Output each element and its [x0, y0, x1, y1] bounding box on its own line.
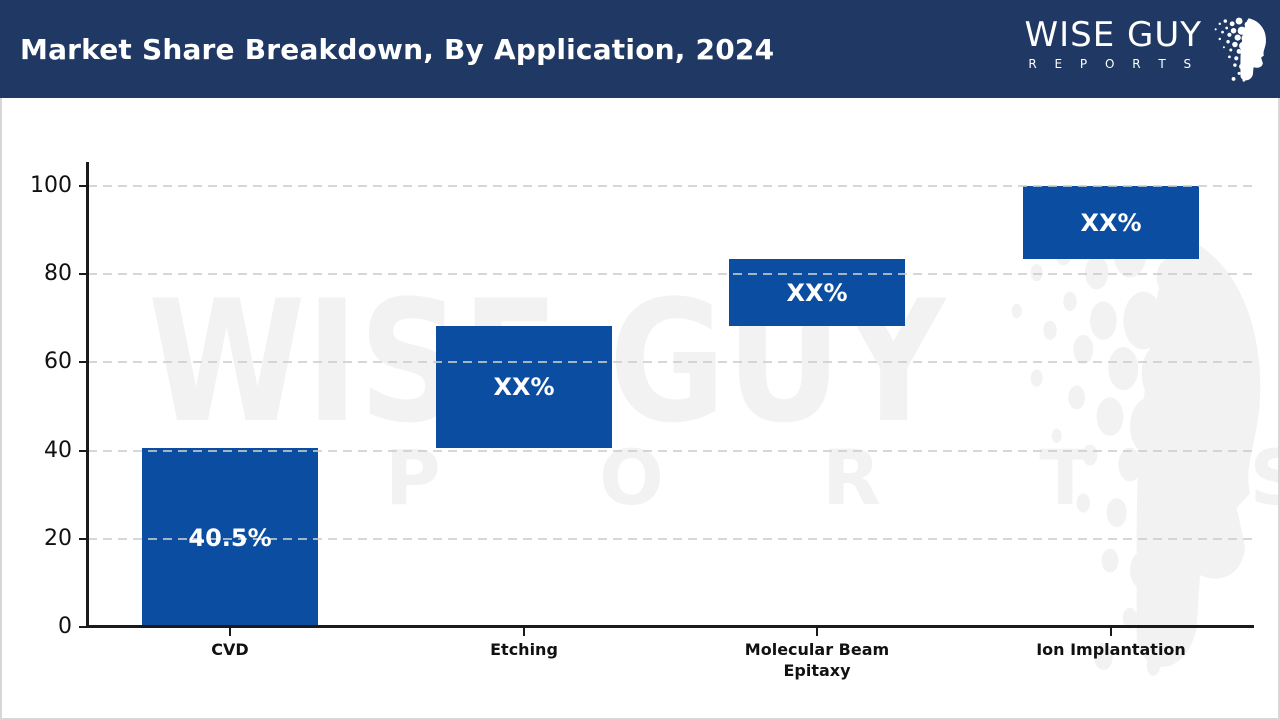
- y-tick-mark: [79, 185, 87, 187]
- bar-cvd: [142, 448, 318, 627]
- x-tick-mark: [229, 628, 231, 636]
- y-tick-label: 80: [44, 261, 72, 287]
- wise-guy-logo: WISE GUY R E P O R T S: [1002, 2, 1272, 96]
- y-tick-label: 20: [44, 525, 72, 551]
- bar-value-label: XX%: [493, 373, 555, 402]
- bar-molecular-beam-epitaxy: [729, 259, 905, 326]
- x-tick-mark: [523, 628, 525, 636]
- y-axis-line: [86, 162, 89, 628]
- bar-value-label: 40.5%: [188, 523, 272, 552]
- x-tick-label: Etching: [490, 640, 558, 659]
- header-bar: Market Share Breakdown, By Application, …: [0, 0, 1280, 98]
- y-tick-label: 100: [30, 173, 72, 198]
- y-tick-label: 0: [58, 614, 72, 639]
- gridline: [88, 273, 1254, 276]
- y-tick-mark: [79, 449, 87, 452]
- x-tick-label: CVD: [211, 640, 249, 659]
- x-tick-label: Molecular Beam Epitaxy: [744, 640, 890, 680]
- gridline: [88, 361, 1254, 364]
- x-tick-label: Ion Implantation: [1036, 640, 1186, 659]
- logo-text: WISE GUY R E P O R T S: [1024, 15, 1202, 71]
- logo-wordmark: WISE GUY: [1024, 15, 1202, 55]
- y-tick-label: 40: [44, 437, 72, 463]
- x-tick-mark: [1110, 628, 1112, 636]
- y-tick-mark: [79, 361, 87, 364]
- logo-head-icon: [1214, 17, 1266, 82]
- logo-subtext: R E P O R T S: [1028, 56, 1199, 71]
- y-tick-mark: [79, 273, 87, 276]
- bar-value-label: XX%: [786, 278, 848, 307]
- x-tick-mark: [816, 628, 818, 636]
- frame-border-right: [1278, 98, 1280, 720]
- y-tick-mark: [79, 537, 87, 540]
- y-tick-mark: [79, 626, 87, 628]
- bar-etching: [436, 325, 612, 449]
- frame-border-left: [0, 98, 2, 720]
- frame-border-bottom: [0, 718, 1280, 720]
- x-axis-line: [86, 625, 1254, 628]
- bar-value-label: XX%: [1080, 208, 1142, 237]
- y-tick-label: 60: [44, 349, 72, 375]
- page-title: Market Share Breakdown, By Application, …: [20, 32, 775, 66]
